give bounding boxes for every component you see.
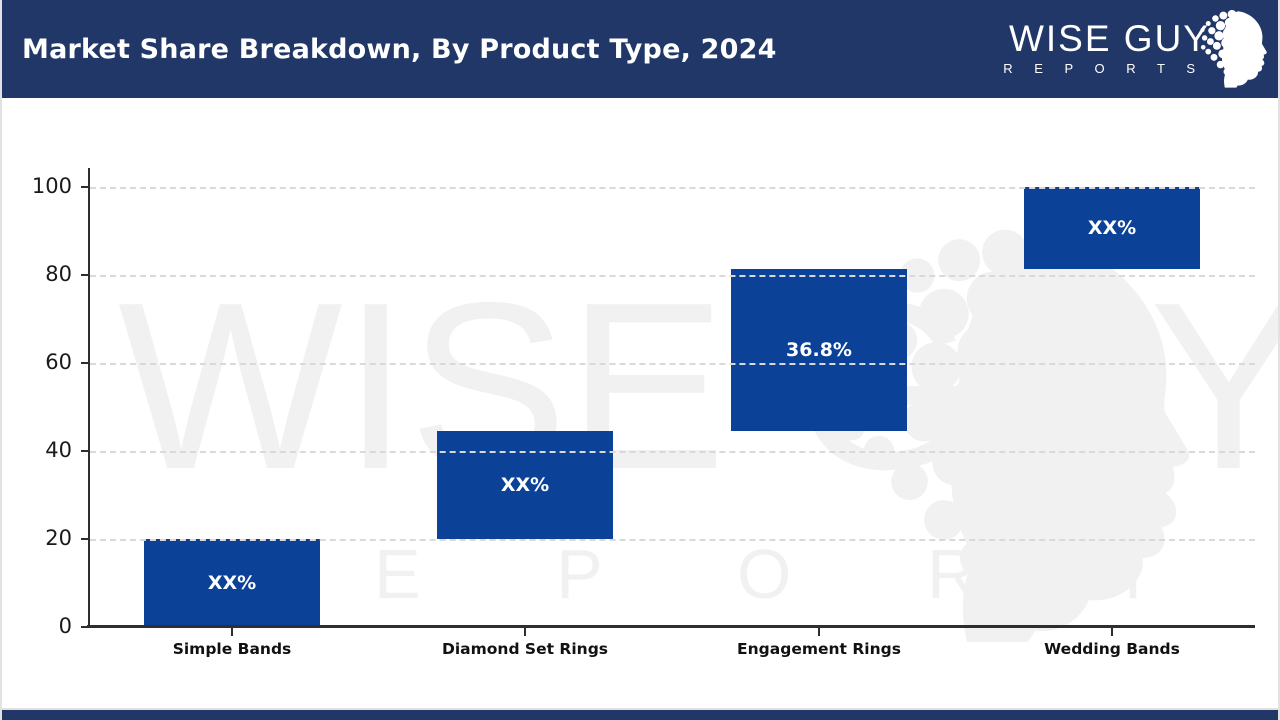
- bar-diamond-set-rings[interactable]: XX%: [437, 431, 613, 539]
- gridline-80: [90, 275, 1255, 277]
- bar-value-label: XX%: [207, 572, 257, 594]
- y-tick-label-20: 20: [45, 526, 72, 550]
- bar-value-label: XX%: [1087, 217, 1137, 240]
- y-tick-label-100: 100: [31, 174, 72, 198]
- bar-wedding-bands[interactable]: XX%: [1024, 187, 1200, 270]
- gridline-20: [90, 539, 1255, 541]
- bar-simple-bands[interactable]: XX%: [144, 539, 320, 627]
- y-tick: [81, 186, 89, 188]
- x-label-diamond-set-rings: Diamond Set Rings: [441, 640, 609, 658]
- y-tick: [81, 450, 89, 452]
- gridline-100: [90, 187, 1255, 189]
- y-tick-label-80: 80: [45, 262, 72, 286]
- x-label-engagement-rings: Engagement Rings: [737, 640, 901, 658]
- header-band: Market Share Breakdown, By Product Type,…: [2, 0, 1278, 98]
- x-tick: [524, 628, 526, 636]
- brand-logo: WISE GUY R E P O R T S: [1003, 8, 1268, 88]
- y-tick: [81, 538, 89, 540]
- x-tick: [231, 628, 233, 636]
- brand-subtitle: R E P O R T S: [1003, 60, 1204, 76]
- x-label-wedding-bands: Wedding Bands: [1044, 640, 1180, 658]
- bar-engagement-rings[interactable]: 36.8%: [731, 269, 907, 432]
- y-axis-line: [88, 168, 90, 627]
- gridline-40: [90, 451, 1255, 453]
- x-tick: [1111, 628, 1113, 636]
- bottom-border: [2, 708, 1278, 710]
- x-label-simple-bands: Simple Bands: [172, 640, 292, 658]
- y-tick-label-60: 60: [45, 350, 72, 374]
- y-tick: [81, 274, 89, 276]
- brand-name: WISE GUY: [1008, 18, 1210, 60]
- bar-value-label: 36.8%: [786, 339, 852, 362]
- brand-head-icon: [1200, 9, 1267, 88]
- x-tick: [818, 628, 820, 636]
- bar-value-label: XX%: [500, 474, 550, 497]
- y-tick: [81, 362, 89, 364]
- gridline-60: [90, 363, 1255, 365]
- y-tick-label-0: 0: [58, 614, 72, 638]
- page-title: Market Share Breakdown, By Product Type,…: [22, 33, 777, 65]
- y-tick-label-40: 40: [45, 438, 72, 462]
- x-axis-line: [87, 625, 1255, 628]
- y-tick: [81, 626, 89, 628]
- footer-band: [2, 710, 1278, 720]
